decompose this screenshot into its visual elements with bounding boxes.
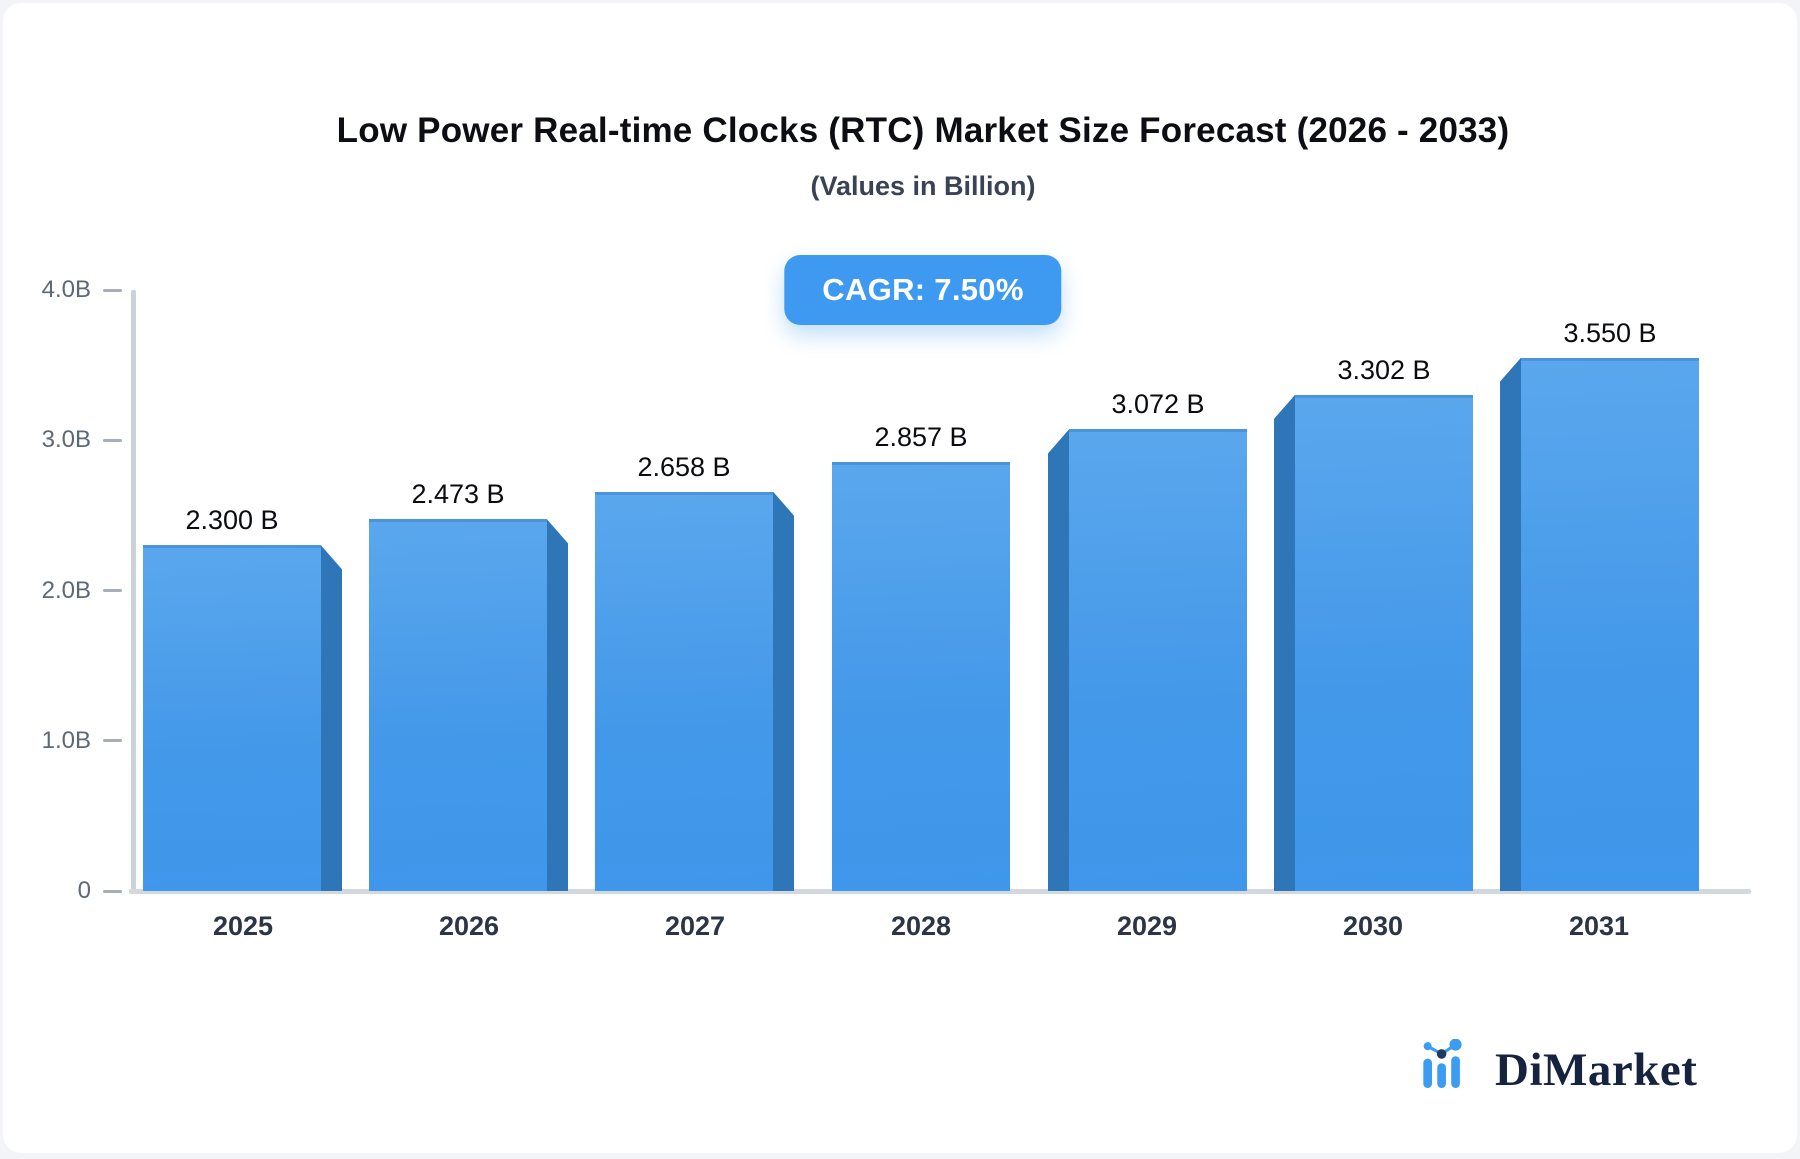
x-tick-label: 2025 [212,911,274,941]
y-tick-mark [103,739,122,743]
bar-value-label: 3.302 B [1337,354,1431,385]
cagr-badge-label: CAGR: 7.50% [822,272,1024,307]
y-tick-label: 1.0B [41,726,91,754]
y-tick-mark [103,589,122,592]
bar[interactable] [143,545,321,891]
bar-value-label: 3.072 B [1111,389,1205,420]
bar-side-face [547,519,568,891]
brand-logo-icon [1421,1038,1483,1094]
cagr-badge: CAGR: 7.50% [784,255,1062,325]
bar-value-label: 2.300 B [185,505,279,536]
bar-value-label: 2.857 B [874,421,968,452]
y-tick-mark [103,889,122,893]
bar[interactable] [369,519,547,891]
bar-side-face [1048,429,1069,891]
x-tick-label: 2030 [1342,911,1404,941]
bar-side-face [1500,357,1521,891]
brand-logo: DiMarket [1421,1038,1698,1096]
bar-side-face [1274,394,1295,891]
bar[interactable] [595,491,773,891]
chart-subtitle: (Values in Billion) [810,171,1036,201]
y-axis [131,290,136,891]
brand-logo-text: DiMarket [1495,1044,1698,1096]
y-tick-label: 0 [77,877,91,904]
chart-canvas: Low Power Real-time Clocks (RTC) Market … [3,3,1797,1153]
bar[interactable] [1295,394,1473,891]
bar-value-label: 2.473 B [411,479,505,510]
x-tick-label: 2027 [664,911,726,941]
bar[interactable] [1069,429,1247,891]
bar[interactable] [832,461,1010,891]
bar-side-face [773,491,794,891]
bar-value-label: 2.658 B [637,451,731,482]
bar-value-label: 3.550 B [1563,317,1657,348]
bar[interactable] [1521,357,1699,891]
chart-card: Low Power Real-time Clocks (RTC) Market … [3,3,1797,1153]
y-tick-label: 3.0B [41,426,91,454]
chart-title: Low Power Real-time Clocks (RTC) Market … [336,111,1510,150]
x-tick-label: 2029 [1116,911,1178,941]
x-tick-label: 2028 [890,911,952,941]
y-tick-mark [103,438,122,442]
y-tick-label: 2.0B [41,576,91,604]
x-tick-label: 2026 [438,911,500,941]
y-tick-label: 4.0B [41,276,91,303]
y-tick-mark [103,288,122,292]
x-axis [129,889,1751,894]
x-tick-label: 2031 [1568,911,1630,941]
bar-side-face [321,545,342,891]
